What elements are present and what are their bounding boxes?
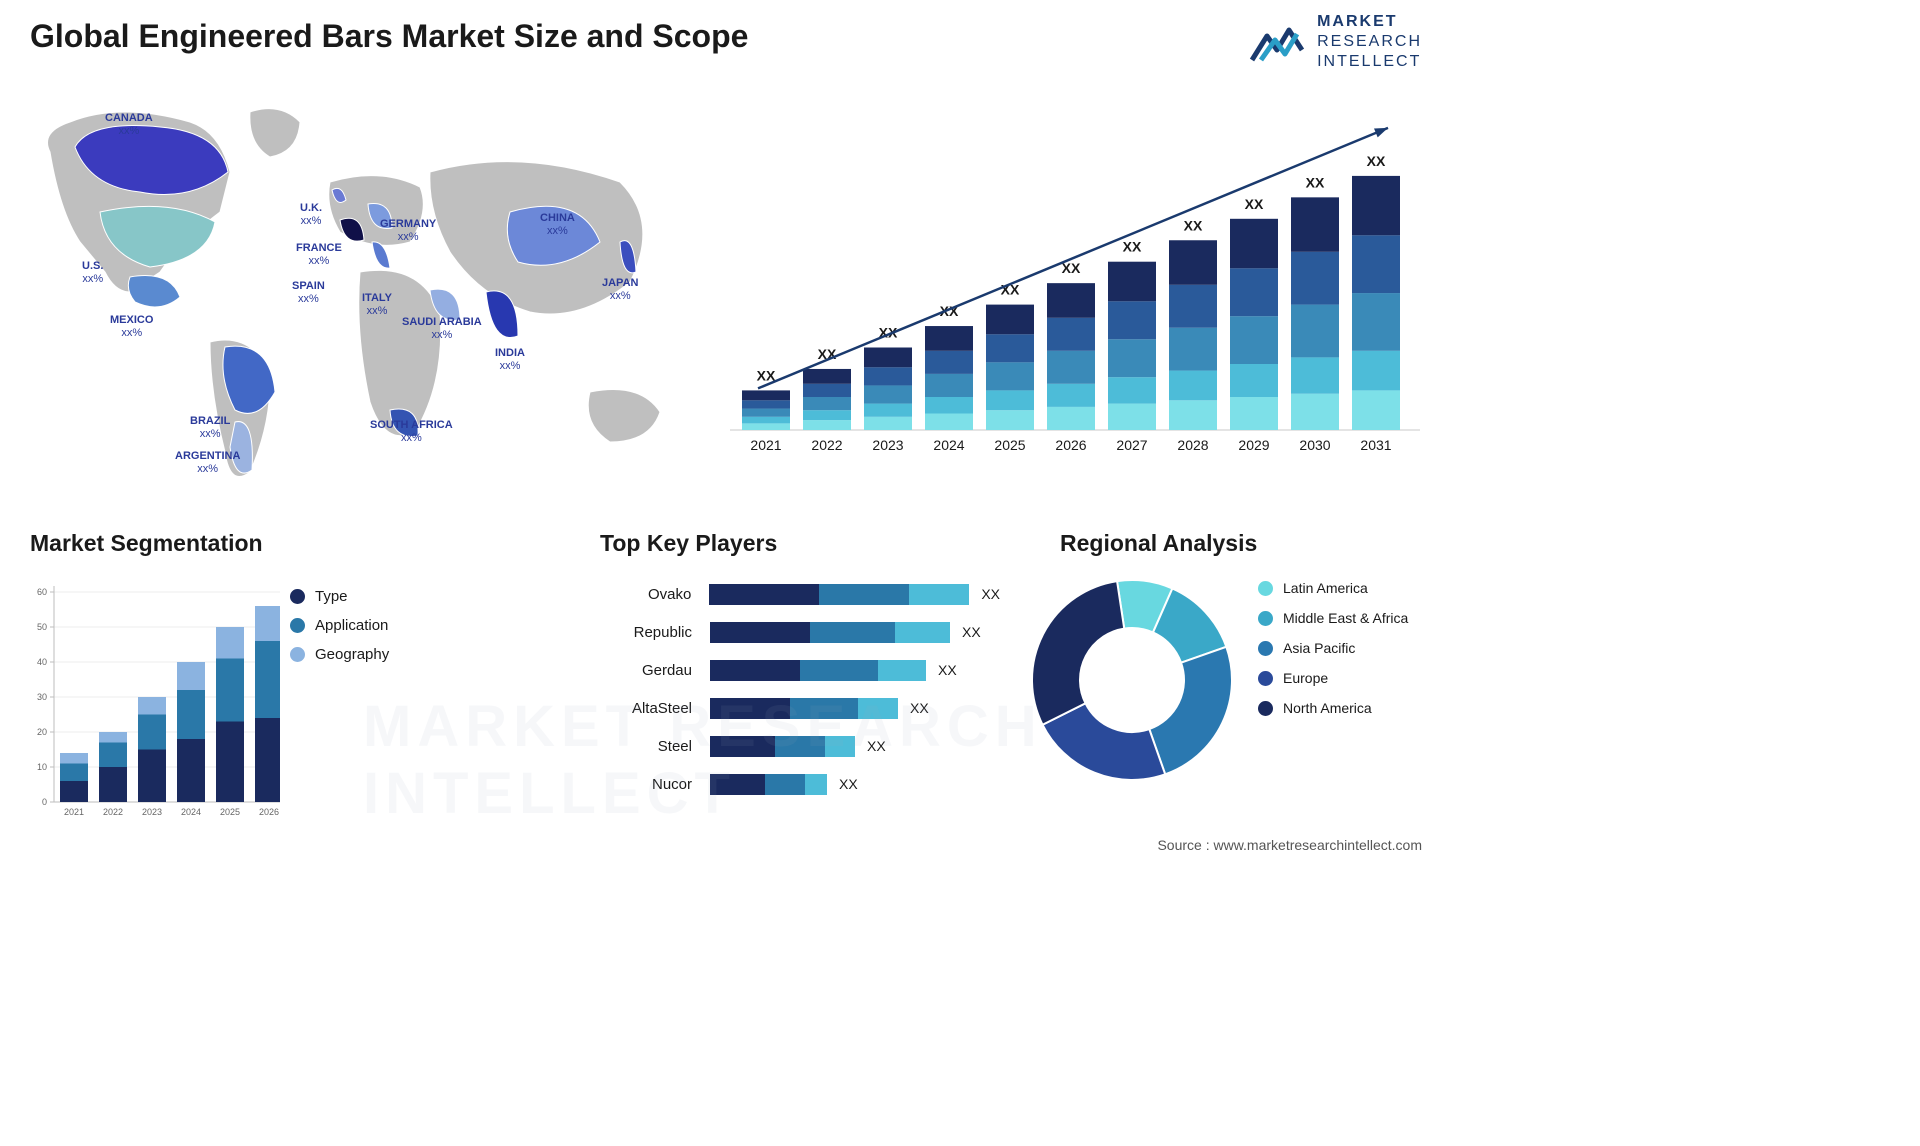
svg-text:XX: XX: [1245, 196, 1264, 212]
regional-legend: Latin America Middle East & Africa Asia Pa…: [1258, 580, 1408, 730]
logo-line3: INTELLECT: [1317, 52, 1422, 72]
svg-text:2024: 2024: [933, 437, 964, 453]
player-bar: [710, 774, 827, 795]
player-value: XX: [839, 776, 858, 792]
svg-text:2025: 2025: [994, 437, 1025, 453]
map-label-u-s-: U.S.xx%: [82, 260, 103, 285]
regional-title: Regional Analysis: [1060, 530, 1257, 557]
svg-text:2029: 2029: [1238, 437, 1269, 453]
svg-text:2023: 2023: [872, 437, 903, 453]
map-label-saudi-arabia: SAUDI ARABIAxx%: [402, 316, 482, 341]
legend-item: Type: [290, 588, 389, 605]
player-bar: [709, 584, 969, 605]
growth-chart: XX2021XX2022XX2023XX2024XX2025XX2026XX20…: [730, 100, 1420, 480]
map-label-india: INDIAxx%: [495, 347, 525, 372]
svg-text:40: 40: [37, 657, 47, 667]
legend-item: Middle East & Africa: [1258, 610, 1408, 626]
player-row: Nucor XX: [600, 765, 1000, 803]
segmentation-chart: 0 10 20 30 40 50 60 2021 2022 2023 2024 2025 2026: [30, 570, 280, 820]
player-value: XX: [938, 662, 957, 678]
legend-item: Application: [290, 617, 389, 634]
page-title: Global Engineered Bars Market Size and S…: [30, 18, 748, 55]
legend-item: Latin America: [1258, 580, 1408, 596]
player-row: Gerdau XX: [600, 651, 1000, 689]
svg-text:20: 20: [37, 727, 47, 737]
svg-text:2026: 2026: [259, 807, 279, 817]
player-name: Steel: [600, 738, 710, 755]
player-name: Gerdau: [600, 662, 710, 679]
player-bar: [710, 736, 855, 757]
map-label-germany: GERMANYxx%: [380, 218, 436, 243]
svg-text:60: 60: [37, 587, 47, 597]
player-bar: [710, 622, 950, 643]
svg-text:2025: 2025: [220, 807, 240, 817]
players-chart: OvakoXXRepublicXXGerdauXXAltaSteelXXStee…: [600, 575, 1000, 803]
legend-item: North America: [1258, 700, 1408, 716]
map-label-canada: CANADAxx%: [105, 112, 153, 137]
logo: MARKET RESEARCH INTELLECT: [1247, 12, 1422, 72]
player-bar: [710, 660, 926, 681]
svg-text:10: 10: [37, 762, 47, 772]
svg-text:2028: 2028: [1177, 437, 1208, 453]
svg-text:50: 50: [37, 622, 47, 632]
svg-text:2021: 2021: [750, 437, 781, 453]
map-label-france: FRANCExx%: [296, 242, 342, 267]
player-row: Steel XX: [600, 727, 1000, 765]
svg-text:2022: 2022: [811, 437, 842, 453]
player-value: XX: [981, 586, 1000, 602]
player-row: Republic XX: [600, 613, 1000, 651]
segmentation-legend: Type Application Geography: [290, 588, 389, 675]
player-name: Nucor: [600, 776, 710, 793]
svg-text:30: 30: [37, 692, 47, 702]
player-bar: [710, 698, 898, 719]
players-title: Top Key Players: [600, 530, 1020, 557]
svg-text:XX: XX: [1367, 153, 1386, 169]
svg-text:2026: 2026: [1055, 437, 1086, 453]
player-name: Ovako: [600, 586, 709, 603]
map-label-argentina: ARGENTINAxx%: [175, 450, 240, 475]
source-text: Source : www.marketresearchintellect.com: [1157, 837, 1422, 853]
logo-line2: RESEARCH: [1317, 32, 1422, 52]
logo-icon: [1247, 16, 1307, 68]
legend-item: Geography: [290, 646, 389, 663]
svg-text:2021: 2021: [64, 807, 84, 817]
map-label-u-k-: U.K.xx%: [300, 202, 322, 227]
svg-text:2023: 2023: [142, 807, 162, 817]
player-name: Republic: [600, 624, 710, 641]
player-name: AltaSteel: [600, 700, 710, 717]
svg-text:2031: 2031: [1360, 437, 1391, 453]
map-label-italy: ITALYxx%: [362, 292, 392, 317]
svg-text:XX: XX: [1306, 174, 1325, 190]
donut-chart: [1022, 570, 1242, 790]
svg-text:2027: 2027: [1116, 437, 1147, 453]
map-label-south-africa: SOUTH AFRICAxx%: [370, 419, 453, 444]
player-value: XX: [962, 624, 981, 640]
player-row: Ovako XX: [600, 575, 1000, 613]
legend-item: Europe: [1258, 670, 1408, 686]
svg-text:XX: XX: [1184, 217, 1203, 233]
svg-text:XX: XX: [1123, 239, 1142, 255]
legend-item: Asia Pacific: [1258, 640, 1408, 656]
svg-text:2024: 2024: [181, 807, 201, 817]
player-value: XX: [867, 738, 886, 754]
player-value: XX: [910, 700, 929, 716]
svg-text:2030: 2030: [1299, 437, 1330, 453]
map-label-spain: SPAINxx%: [292, 280, 325, 305]
segmentation-title: Market Segmentation: [30, 530, 470, 557]
svg-text:2022: 2022: [103, 807, 123, 817]
logo-line1: MARKET: [1317, 12, 1422, 32]
world-map: CANADAxx% U.S.xx% MEXICOxx% BRAZILxx% ARGENT…: [20, 92, 700, 492]
svg-text:0: 0: [42, 797, 47, 807]
player-row: AltaSteel XX: [600, 689, 1000, 727]
map-label-mexico: MEXICOxx%: [110, 314, 153, 339]
map-label-brazil: BRAZILxx%: [190, 415, 230, 440]
map-label-china: CHINAxx%: [540, 212, 575, 237]
map-label-japan: JAPANxx%: [602, 277, 638, 302]
